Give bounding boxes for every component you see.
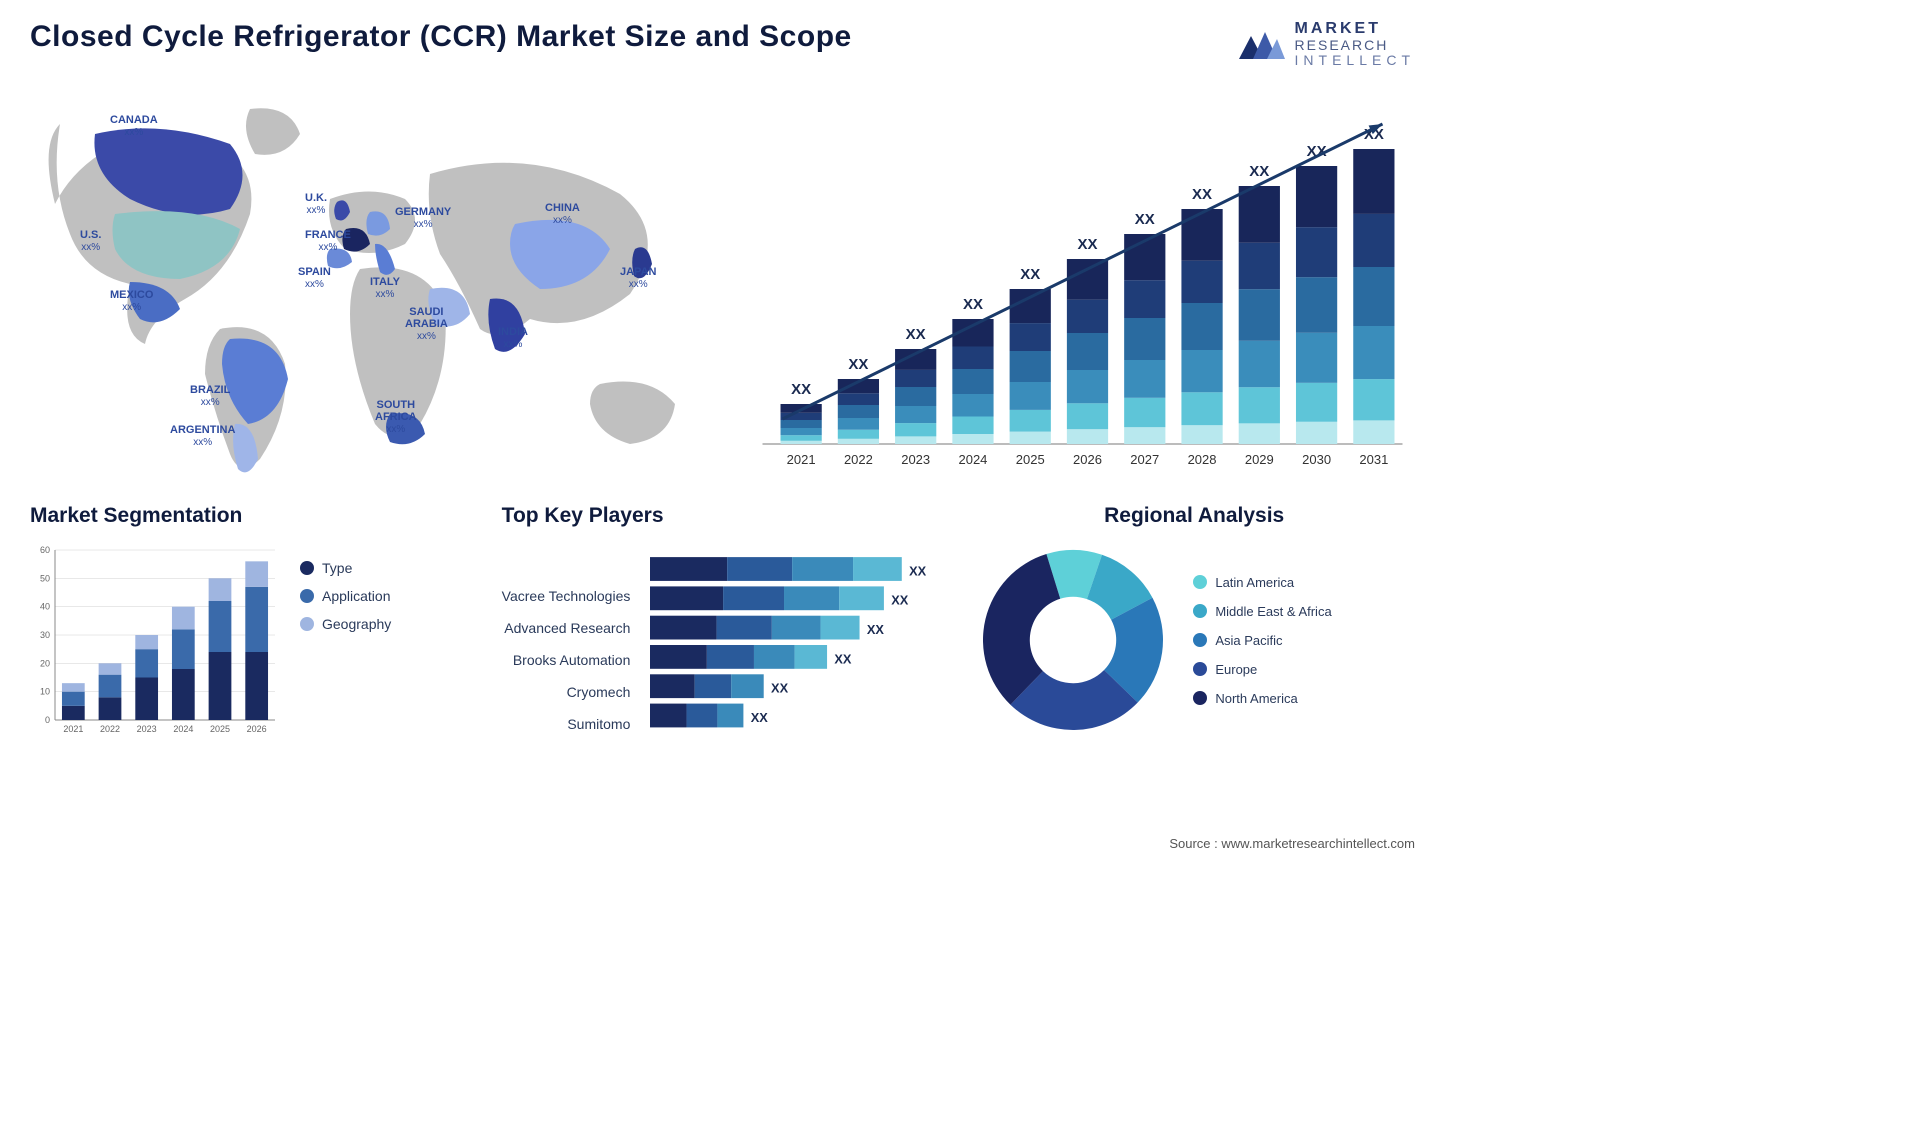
map-label-spain: SPAINxx% <box>298 266 331 290</box>
map-label-india: INDIAxx% <box>498 326 528 350</box>
svg-text:XX: XX <box>1249 163 1269 180</box>
svg-text:2022: 2022 <box>844 452 873 467</box>
svg-text:XX: XX <box>892 593 910 608</box>
regional-legend-middle-east-africa: Middle East & Africa <box>1193 604 1331 619</box>
svg-text:2024: 2024 <box>958 452 987 467</box>
players-panel: Top Key Players Vacree TechnologiesAdvan… <box>502 504 944 750</box>
player-label: Sumitomo <box>502 708 631 740</box>
players-labels: Vacree TechnologiesAdvanced ResearchBroo… <box>502 540 631 740</box>
map-label-italy: ITALYxx% <box>370 276 400 300</box>
svg-text:2025: 2025 <box>1016 452 1045 467</box>
map-label-u-s-: U.S.xx% <box>80 229 101 253</box>
growth-bar-chart: XX 2021 XX 2022 XX 2023 XX 2024 XX 2025 XX 2026 XX 20… <box>750 84 1415 484</box>
svg-text:2021: 2021 <box>63 724 83 734</box>
svg-text:2030: 2030 <box>1302 452 1331 467</box>
svg-text:40: 40 <box>40 602 50 612</box>
svg-text:2022: 2022 <box>100 724 120 734</box>
svg-text:2024: 2024 <box>173 724 193 734</box>
svg-text:2026: 2026 <box>1073 452 1102 467</box>
map-label-south-africa: SOUTHAFRICAxx% <box>375 399 417 435</box>
logo-icon <box>1237 24 1287 64</box>
regional-legend-north-america: North America <box>1193 691 1331 706</box>
logo-text-1: MARKET <box>1295 20 1415 38</box>
map-label-saudi-arabia: SAUDIARABIAxx% <box>405 306 448 342</box>
svg-text:XX: XX <box>771 681 789 696</box>
svg-text:XX: XX <box>1020 266 1040 283</box>
regional-legend: Latin America Middle East & Africa Asia Pa… <box>1193 575 1331 706</box>
segmentation-legend: Type Application Geography <box>300 540 391 740</box>
svg-text:50: 50 <box>40 573 50 583</box>
svg-text:XX: XX <box>909 563 927 578</box>
map-label-mexico: MEXICOxx% <box>110 289 153 313</box>
players-chart: XXXXXXXXXXXX <box>650 540 943 750</box>
logo-text-2: RESEARCH <box>1295 38 1415 53</box>
map-label-france: FRANCExx% <box>305 229 351 253</box>
players-title: Top Key Players <box>502 504 944 528</box>
player-label: Brooks Automation <box>502 644 631 676</box>
svg-text:XX: XX <box>1192 186 1212 203</box>
svg-text:2023: 2023 <box>901 452 930 467</box>
svg-text:XX: XX <box>1077 236 1097 253</box>
player-label: Cryomech <box>502 676 631 708</box>
svg-text:2021: 2021 <box>787 452 816 467</box>
regional-donut <box>973 540 1173 740</box>
player-label: Vacree Technologies <box>502 580 631 612</box>
map-label-canada: CANADAxx% <box>110 114 158 138</box>
brand-logo: MARKET RESEARCH INTELLECT <box>1237 20 1415 68</box>
segmentation-panel: Market Segmentation 0 10 20 30 40 50 60 2021 202… <box>30 504 472 750</box>
seg-legend-application: Application <box>300 588 391 604</box>
svg-text:60: 60 <box>40 545 50 555</box>
map-label-u-k-: U.K.xx% <box>305 192 327 216</box>
svg-text:2025: 2025 <box>210 724 230 734</box>
regional-title: Regional Analysis <box>973 504 1415 528</box>
map-label-china: CHINAxx% <box>545 202 580 226</box>
seg-legend-geography: Geography <box>300 616 391 632</box>
svg-text:2023: 2023 <box>137 724 157 734</box>
world-map-panel: CANADAxx% U.S.xx% MEXICOxx% BRAZILxx% ARGENT… <box>30 84 710 484</box>
svg-text:XX: XX <box>963 296 983 313</box>
svg-text:2027: 2027 <box>1130 452 1159 467</box>
map-label-germany: GERMANYxx% <box>395 206 451 230</box>
svg-text:2028: 2028 <box>1188 452 1217 467</box>
svg-text:XX: XX <box>906 326 926 343</box>
svg-text:XX: XX <box>848 356 868 373</box>
svg-text:20: 20 <box>40 658 50 668</box>
svg-text:XX: XX <box>751 710 769 725</box>
svg-text:XX: XX <box>835 651 853 666</box>
svg-text:0: 0 <box>45 715 50 725</box>
svg-text:30: 30 <box>40 630 50 640</box>
svg-text:XX: XX <box>867 622 885 637</box>
regional-legend-asia-pacific: Asia Pacific <box>1193 633 1331 648</box>
regional-legend-latin-america: Latin America <box>1193 575 1331 590</box>
svg-text:2031: 2031 <box>1359 452 1388 467</box>
svg-text:2029: 2029 <box>1245 452 1274 467</box>
growth-chart-panel: XX 2021 XX 2022 XX 2023 XX 2024 XX 2025 XX 2026 XX 20… <box>750 84 1415 484</box>
regional-panel: Regional Analysis Latin America Middle Ea… <box>973 504 1415 750</box>
map-label-argentina: ARGENTINAxx% <box>170 424 235 448</box>
page-title: Closed Cycle Refrigerator (CCR) Market S… <box>30 20 1415 54</box>
seg-legend-type: Type <box>300 560 391 576</box>
map-label-japan: JAPANxx% <box>620 266 656 290</box>
regional-legend-europe: Europe <box>1193 662 1331 677</box>
player-label: Advanced Research <box>502 612 631 644</box>
source-text: Source : www.marketresearchintellect.com <box>1169 836 1415 851</box>
svg-text:XX: XX <box>1135 211 1155 228</box>
svg-text:2026: 2026 <box>247 724 267 734</box>
map-label-brazil: BRAZILxx% <box>190 384 230 408</box>
svg-text:XX: XX <box>791 381 811 398</box>
segmentation-chart: 0 10 20 30 40 50 60 2021 2022 2023 2024 2025 2026 <box>30 540 280 740</box>
svg-text:10: 10 <box>40 687 50 697</box>
segmentation-title: Market Segmentation <box>30 504 472 528</box>
logo-text-3: INTELLECT <box>1295 53 1415 68</box>
player-label <box>502 548 631 580</box>
